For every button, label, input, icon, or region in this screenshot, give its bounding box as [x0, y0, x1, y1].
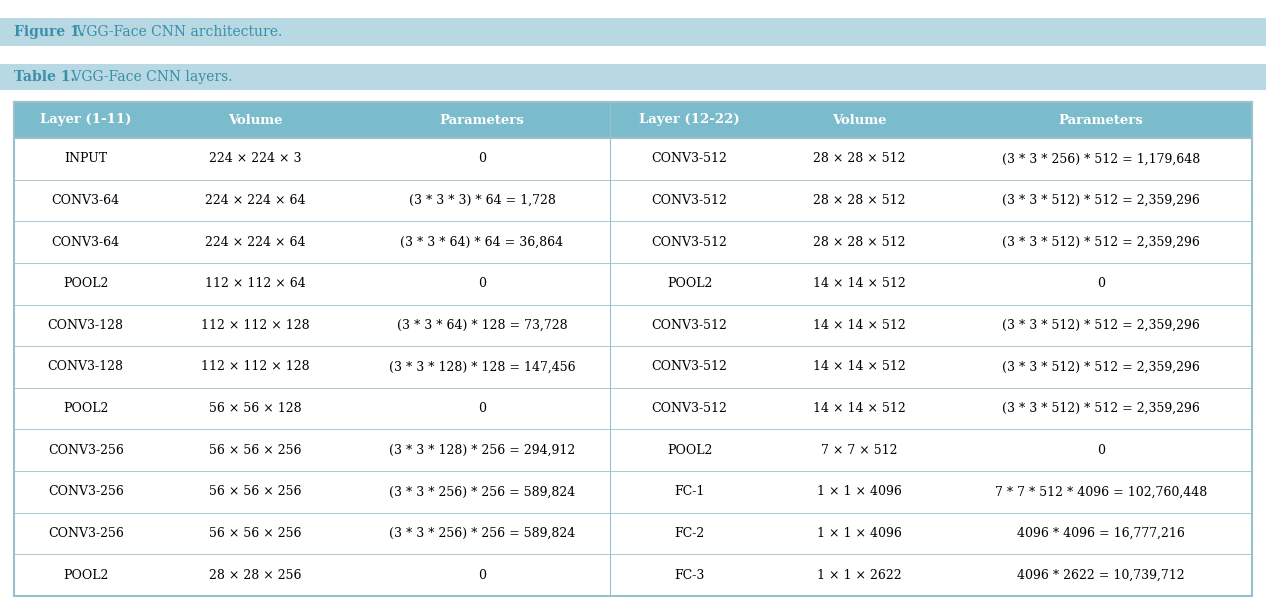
Text: Layer (1-11): Layer (1-11) [41, 113, 132, 127]
Text: (3 * 3 * 512) * 512 = 2,359,296: (3 * 3 * 512) * 512 = 2,359,296 [1003, 361, 1200, 373]
Text: CONV3-512: CONV3-512 [652, 152, 728, 165]
Text: VGG-Face CNN architecture.: VGG-Face CNN architecture. [72, 25, 282, 39]
Text: (3 * 3 * 256) * 256 = 589,824: (3 * 3 * 256) * 256 = 589,824 [389, 527, 575, 540]
Text: 14 × 14 × 512: 14 × 14 × 512 [813, 361, 906, 373]
Text: (3 * 3 * 256) * 256 = 589,824: (3 * 3 * 256) * 256 = 589,824 [389, 485, 575, 498]
Text: (3 * 3 * 256) * 512 = 1,179,648: (3 * 3 * 256) * 512 = 1,179,648 [1001, 152, 1200, 165]
Text: 0: 0 [1098, 444, 1105, 457]
Text: Table 1.: Table 1. [14, 70, 76, 84]
Text: (3 * 3 * 512) * 512 = 2,359,296: (3 * 3 * 512) * 512 = 2,359,296 [1003, 194, 1200, 207]
Text: 56 × 56 × 256: 56 × 56 × 256 [209, 485, 301, 498]
Text: 4096 * 4096 = 16,777,216: 4096 * 4096 = 16,777,216 [1017, 527, 1185, 540]
Text: 56 × 56 × 128: 56 × 56 × 128 [209, 402, 301, 415]
Text: (3 * 3 * 128) * 128 = 147,456: (3 * 3 * 128) * 128 = 147,456 [389, 361, 575, 373]
Text: (3 * 3 * 512) * 512 = 2,359,296: (3 * 3 * 512) * 512 = 2,359,296 [1003, 402, 1200, 415]
Text: Parameters: Parameters [1058, 113, 1143, 127]
Text: FC-2: FC-2 [675, 527, 705, 540]
Text: Figure 1.: Figure 1. [14, 25, 85, 39]
Text: 112 × 112 × 128: 112 × 112 × 128 [201, 361, 310, 373]
Text: Volume: Volume [832, 113, 886, 127]
Bar [14, 138, 1252, 179]
Text: 1 × 1 × 2622: 1 × 1 × 2622 [817, 568, 901, 582]
Text: (3 * 3 * 512) * 512 = 2,359,296: (3 * 3 * 512) * 512 = 2,359,296 [1003, 319, 1200, 332]
Text: 0: 0 [479, 568, 486, 582]
Bar [14, 346, 1252, 388]
Bar [0, 18, 1266, 46]
Bar [14, 221, 1252, 263]
Bar [14, 263, 1252, 305]
Text: CONV3-64: CONV3-64 [52, 194, 120, 207]
Text: CONV3-128: CONV3-128 [48, 361, 124, 373]
Text: POOL2: POOL2 [63, 402, 109, 415]
Text: 0: 0 [1098, 277, 1105, 290]
Text: 4096 * 2622 = 10,739,712: 4096 * 2622 = 10,739,712 [1017, 568, 1185, 582]
Text: POOL2: POOL2 [63, 277, 109, 290]
Text: 0: 0 [479, 152, 486, 165]
Text: (3 * 3 * 128) * 256 = 294,912: (3 * 3 * 128) * 256 = 294,912 [389, 444, 575, 457]
Text: 112 × 112 × 128: 112 × 112 × 128 [201, 319, 310, 332]
Text: CONV3-128: CONV3-128 [48, 319, 124, 332]
Text: 224 × 224 × 64: 224 × 224 × 64 [205, 194, 306, 207]
Text: 1 × 1 × 4096: 1 × 1 × 4096 [817, 485, 901, 498]
Text: (3 * 3 * 512) * 512 = 2,359,296: (3 * 3 * 512) * 512 = 2,359,296 [1003, 236, 1200, 248]
Bar [14, 430, 1252, 471]
Text: POOL2: POOL2 [63, 568, 109, 582]
Text: 224 × 224 × 3: 224 × 224 × 3 [209, 152, 301, 165]
Text: POOL2: POOL2 [667, 277, 713, 290]
Bar [14, 305, 1252, 346]
Text: 224 × 224 × 64: 224 × 224 × 64 [205, 236, 306, 248]
Text: FC-1: FC-1 [675, 485, 705, 498]
Text: 0: 0 [479, 277, 486, 290]
Text: Volume: Volume [228, 113, 282, 127]
Text: 28 × 28 × 512: 28 × 28 × 512 [813, 236, 905, 248]
Bar [14, 471, 1252, 513]
Text: 112 × 112 × 64: 112 × 112 × 64 [205, 277, 306, 290]
Text: CONV3-256: CONV3-256 [48, 485, 124, 498]
Text: 56 × 56 × 256: 56 × 56 × 256 [209, 444, 301, 457]
Text: (3 * 3 * 3) * 64 = 1,728: (3 * 3 * 3) * 64 = 1,728 [409, 194, 556, 207]
Text: CONV3-512: CONV3-512 [652, 194, 728, 207]
Text: CONV3-512: CONV3-512 [652, 402, 728, 415]
Text: 7 × 7 × 512: 7 × 7 × 512 [822, 444, 898, 457]
Text: CONV3-256: CONV3-256 [48, 444, 124, 457]
Text: INPUT: INPUT [65, 152, 108, 165]
Text: 14 × 14 × 512: 14 × 14 × 512 [813, 402, 906, 415]
Text: CONV3-256: CONV3-256 [48, 527, 124, 540]
Bar [0, 64, 1266, 90]
Text: CONV3-64: CONV3-64 [52, 236, 120, 248]
Text: (3 * 3 * 64) * 128 = 73,728: (3 * 3 * 64) * 128 = 73,728 [396, 319, 567, 332]
Text: VGG-Face CNN layers.: VGG-Face CNN layers. [67, 70, 233, 84]
Text: 14 × 14 × 512: 14 × 14 × 512 [813, 277, 906, 290]
Text: CONV3-512: CONV3-512 [652, 236, 728, 248]
Text: Layer (12-22): Layer (12-22) [639, 113, 739, 127]
Text: CONV3-512: CONV3-512 [652, 319, 728, 332]
Text: FC-3: FC-3 [675, 568, 705, 582]
Text: 7 * 7 * 512 * 4096 = 102,760,448: 7 * 7 * 512 * 4096 = 102,760,448 [995, 485, 1208, 498]
Bar [14, 554, 1252, 596]
Text: 28 × 28 × 256: 28 × 28 × 256 [209, 568, 301, 582]
Text: 1 × 1 × 4096: 1 × 1 × 4096 [817, 527, 901, 540]
Text: (3 * 3 * 64) * 64 = 36,864: (3 * 3 * 64) * 64 = 36,864 [400, 236, 563, 248]
Text: 28 × 28 × 512: 28 × 28 × 512 [813, 194, 905, 207]
Bar [14, 179, 1252, 221]
Text: 28 × 28 × 512: 28 × 28 × 512 [813, 152, 905, 165]
Text: CONV3-512: CONV3-512 [652, 361, 728, 373]
Text: 0: 0 [479, 402, 486, 415]
Bar [14, 388, 1252, 430]
Text: Parameters: Parameters [439, 113, 524, 127]
Text: 14 × 14 × 512: 14 × 14 × 512 [813, 319, 906, 332]
Text: POOL2: POOL2 [667, 444, 713, 457]
Text: 56 × 56 × 256: 56 × 56 × 256 [209, 527, 301, 540]
Bar [14, 513, 1252, 554]
Bar [14, 102, 1252, 138]
